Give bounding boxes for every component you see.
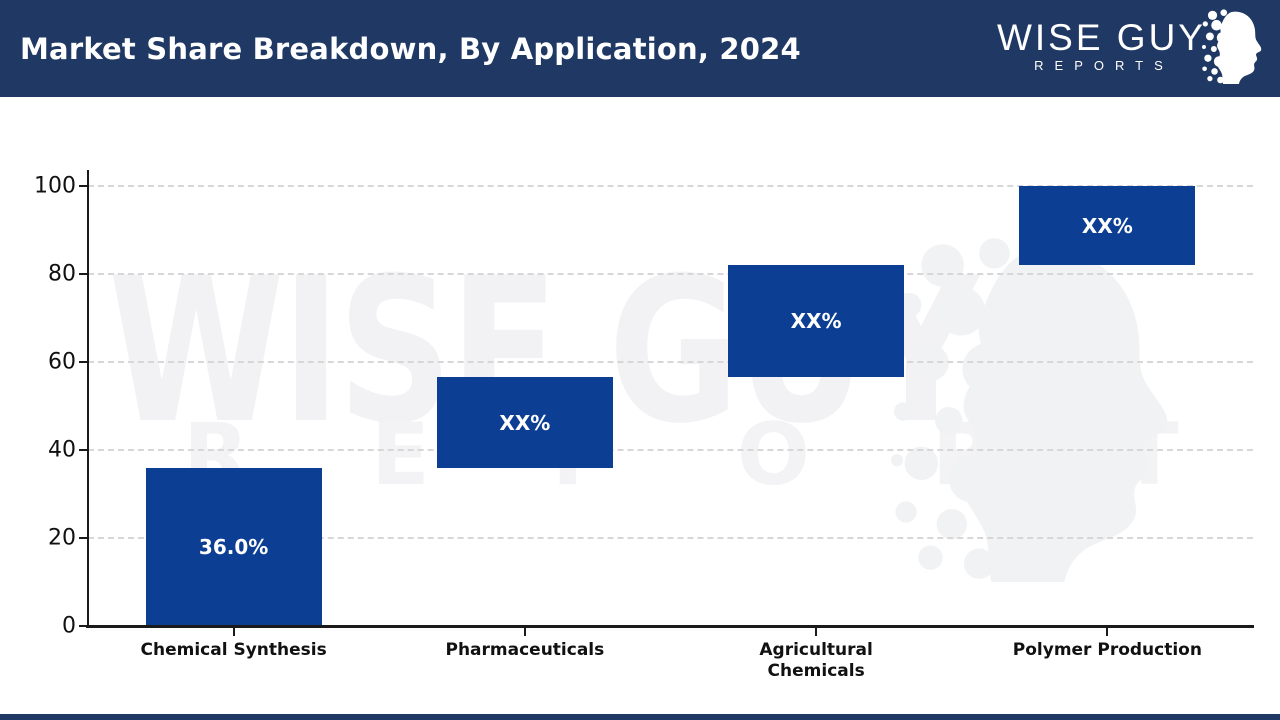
brand-subtitle: REPORTS [1034, 58, 1174, 74]
x-axis-line [86, 625, 1254, 628]
gridline-20 [88, 537, 1253, 539]
gridline-40 [88, 449, 1253, 451]
y-tick-label-20: 20 [48, 525, 76, 551]
bar-value-label-4: XX% [1081, 213, 1133, 238]
bar-value-label-2: XX% [499, 410, 551, 435]
x-tick-2 [523, 628, 526, 636]
bar-value-label-1: 36.0% [198, 534, 269, 559]
x-tick-1 [232, 628, 235, 636]
bar-4 [1019, 186, 1196, 266]
y-tick-20 [79, 537, 88, 539]
bar-2 [436, 377, 613, 468]
y-tick-100 [79, 185, 88, 187]
y-tick-label-100: 100 [34, 173, 76, 199]
brand-name: WISE GUY [996, 16, 1206, 58]
y-tick-label-80: 80 [48, 261, 76, 287]
footer-bar [0, 714, 1280, 720]
header-bar: Market Share Breakdown, By Application, … [0, 0, 1280, 97]
gridline-100 [88, 185, 1253, 187]
brand-head-icon [1201, 9, 1262, 84]
bar-value-label-3: XX% [790, 309, 842, 334]
brand-logo-text: WISE GUY REPORTS [996, 16, 1206, 74]
gridline-60 [88, 361, 1253, 363]
y-tick-80 [79, 273, 88, 275]
x-category-label-2: Pharmaceuticals [445, 640, 605, 660]
y-tick-label-0: 0 [62, 613, 76, 639]
y-axis-line [87, 170, 89, 627]
x-category-label-3: Agricultural Chemicals [759, 640, 873, 681]
chart-title: Market Share Breakdown, By Application, … [20, 31, 801, 66]
y-tick-0 [79, 625, 88, 627]
x-category-label-4: Polymer Production [1012, 640, 1202, 660]
y-tick-40 [79, 449, 88, 451]
bar-3 [728, 265, 905, 378]
y-tick-60 [79, 361, 88, 363]
x-tick-4 [1106, 628, 1109, 636]
y-tick-label-60: 60 [48, 349, 76, 375]
y-tick-label-40: 40 [48, 437, 76, 463]
watermark-head-icon [890, 238, 1168, 582]
gridline-80 [88, 273, 1253, 275]
x-category-label-1: Chemical Synthesis [140, 640, 327, 660]
brand-logo: WISE GUY REPORTS [997, 8, 1266, 84]
bar-1 [145, 467, 322, 626]
x-tick-3 [815, 628, 818, 636]
